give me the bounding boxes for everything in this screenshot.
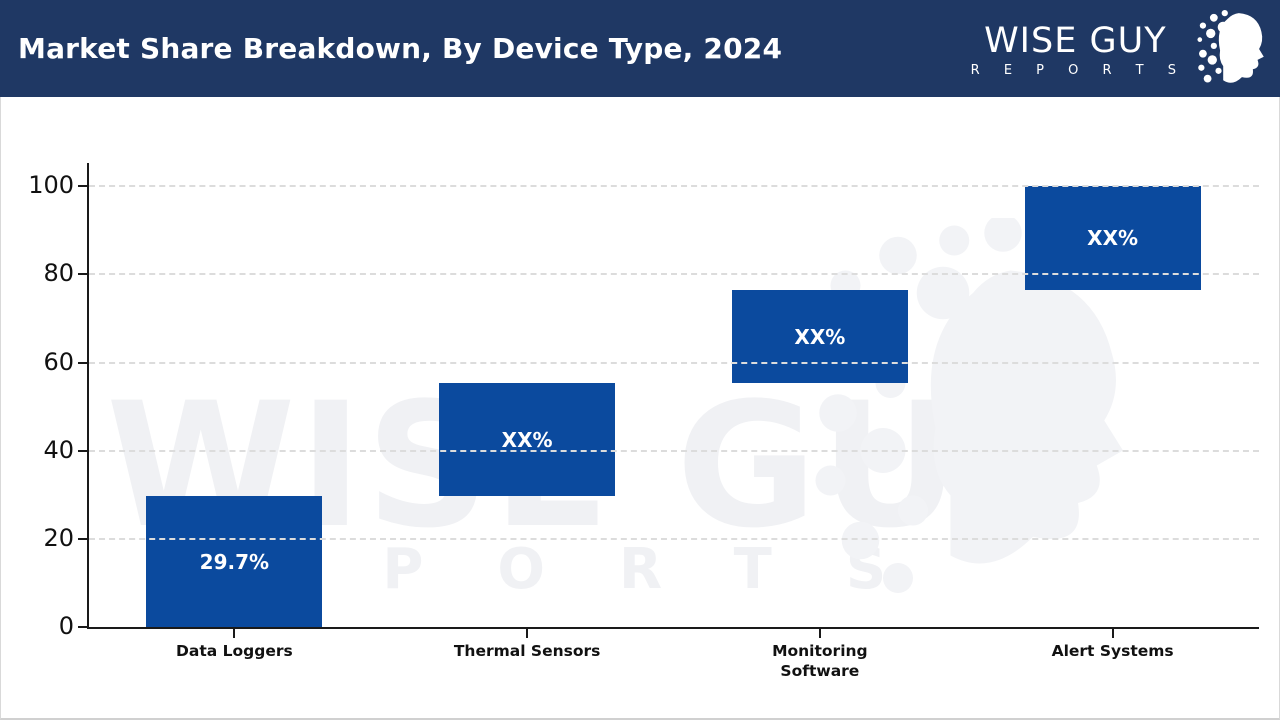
gridline-60 xyxy=(89,361,1259,364)
header: Market Share Breakdown, By Device Type, … xyxy=(0,0,1280,97)
wise-guy-logo: WISE GUY R E P O R T S xyxy=(965,4,1270,94)
x-tick-1 xyxy=(233,629,236,638)
chart-title: Market Share Breakdown, By Device Type, … xyxy=(18,32,783,65)
gridline-40 xyxy=(89,449,1259,452)
x-category-label: Thermal Sensors xyxy=(453,642,601,660)
logo-wordmark: WISE GUY R E P O R T S xyxy=(965,21,1186,78)
x-category-label: Alert Systems xyxy=(1051,642,1174,660)
x-category-label: Data Loggers xyxy=(176,642,293,660)
gridline-100 xyxy=(89,185,1259,188)
y-tick-label-20: 20 xyxy=(43,523,74,552)
logo-head-icon xyxy=(1197,10,1264,83)
y-tick-label-0: 0 xyxy=(58,612,74,640)
bar-value-label: XX% xyxy=(794,324,846,349)
y-tick-label-40: 40 xyxy=(43,435,74,464)
bar-monitoring-software: XX% xyxy=(731,290,908,384)
logo-name: WISE GUY xyxy=(984,20,1167,61)
y-tick-label-80: 80 xyxy=(43,259,74,288)
x-tick-4 xyxy=(1111,629,1114,638)
y-axis-spine xyxy=(87,163,89,629)
y-tick-40 xyxy=(78,449,87,452)
y-tick-0 xyxy=(78,626,87,628)
gridline-80 xyxy=(89,273,1259,276)
bar-data-loggers: 29.7% xyxy=(146,496,323,627)
x-category-label: Monitoring Software xyxy=(772,642,868,680)
y-tick-20 xyxy=(78,537,87,540)
y-tick-100 xyxy=(78,185,87,188)
bar-value-label: XX% xyxy=(501,427,553,452)
y-tick-label-60: 60 xyxy=(43,347,74,376)
bar-value-label: 29.7% xyxy=(199,549,270,574)
x-tick-3 xyxy=(818,629,821,638)
y-tick-80 xyxy=(78,273,87,276)
x-axis-spine xyxy=(87,627,1259,629)
logo-subtitle: R E P O R T S xyxy=(970,62,1186,78)
y-tick-60 xyxy=(78,361,87,364)
x-tick-2 xyxy=(526,629,529,638)
gridline-20 xyxy=(89,537,1259,540)
bar-thermal-sensors: XX% xyxy=(439,383,616,497)
bar-value-label: XX% xyxy=(1087,226,1139,251)
y-tick-label-100: 100 xyxy=(28,171,74,200)
